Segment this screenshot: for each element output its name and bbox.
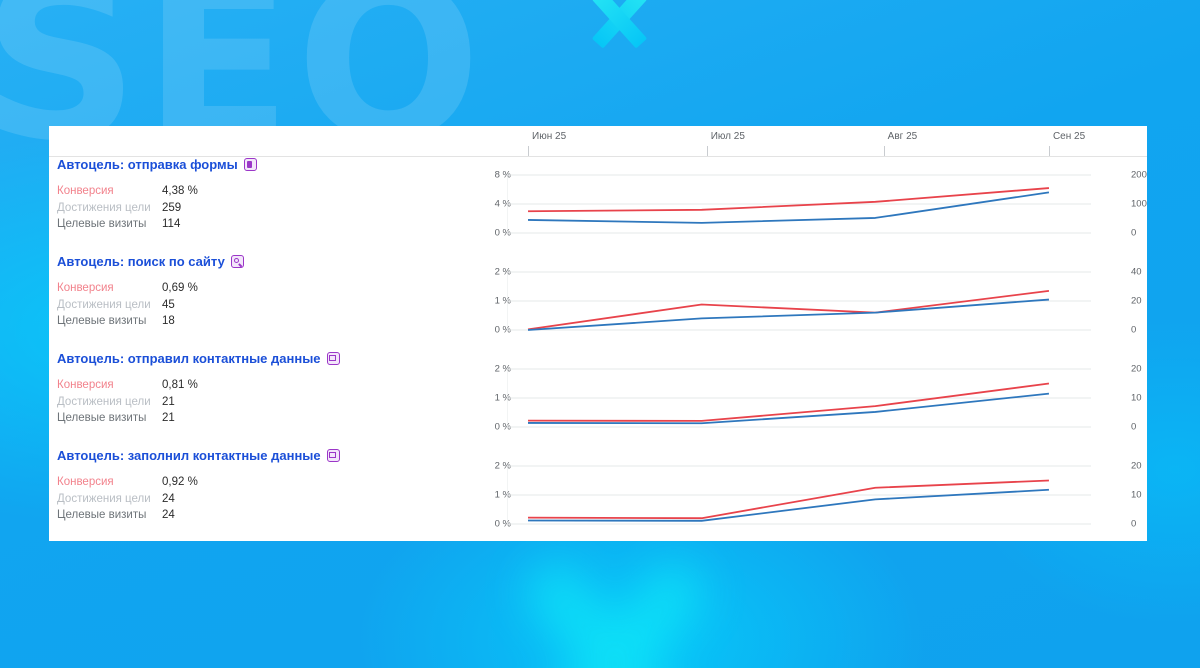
goal-chart: 0 % 1 % 2 % 0 10 20: [459, 359, 1142, 441]
right-axis-tick: 0: [1131, 518, 1137, 530]
metric-target-visits-value: 18: [162, 315, 175, 327]
goal-metrics: Конверсия 0,92 % Достижения цели 24 Целевые …: [54, 474, 454, 524]
right-axis-tick: 100: [1131, 198, 1147, 210]
metric-conversion-label: Конверсия: [57, 476, 114, 488]
metric-conversion-label: Конверсия: [57, 185, 114, 197]
goal-metrics: Конверсия 4,38 % Достижения цели 259 Целевые…: [54, 183, 454, 233]
metric-goal-reaches-label: Достижения цели: [57, 201, 151, 214]
goal-chart: 0 % 1 % 2 % 0 10 20: [459, 456, 1142, 538]
metric-goal-reaches-label: Достижения цели: [57, 492, 151, 505]
goal-title-label: Автоцель: отправил контактные данные: [57, 351, 321, 366]
metric-conversion-value: 0,69 %: [162, 282, 198, 294]
right-axis-tick: 200: [1131, 169, 1147, 181]
metric-goal-reaches-value: 45: [162, 298, 175, 311]
form-icon: [326, 449, 340, 462]
goal-summary: Автоцель: отправил контактные данные Конв…: [54, 351, 454, 427]
goal-metrics: Конверсия 0,69 % Достижения цели 45 Целевые …: [54, 280, 454, 330]
metric-conversion: Конверсия 4,38 %: [57, 183, 454, 200]
chart-plot-area: [507, 456, 1091, 538]
x-logo-blur-icon: [500, 548, 730, 668]
metric-goal-reaches: Достижения цели 259: [57, 200, 454, 217]
timeline-tick-mark: [1048, 146, 1050, 156]
timeline-tick-label: Июн 25: [532, 131, 567, 142]
metric-conversion-value: 0,81 %: [162, 379, 198, 391]
chart-plot-area: [507, 165, 1091, 247]
goal-row: Автоцель: отправка формы Конверсия 4,38 % Д…: [49, 157, 1147, 254]
right-axis-tick: 20: [1131, 363, 1142, 375]
goal-title[interactable]: Автоцель: заполнил контактные данные: [54, 448, 454, 463]
metric-goal-reaches-value: 259: [162, 201, 182, 214]
right-axis-tick: 0: [1131, 324, 1137, 336]
metric-conversion-label: Конверсия: [57, 379, 114, 391]
goal-title-label: Автоцель: заполнил контактные данные: [57, 448, 321, 463]
metric-target-visits-label: Целевые визиты: [57, 218, 147, 230]
metric-target-visits-value: 21: [162, 412, 175, 424]
chart-plot-area: [507, 262, 1091, 344]
document-icon: [243, 158, 257, 171]
metric-goal-reaches: Достижения цели 45: [57, 297, 454, 314]
timeline-tick-mark: [883, 146, 885, 156]
metric-target-visits: Целевые визиты 114: [57, 216, 454, 233]
metric-goal-reaches: Достижения цели 21: [57, 394, 454, 411]
goal-title-label: Автоцель: отправка формы: [57, 157, 238, 172]
search-icon: [230, 255, 244, 268]
metric-conversion: Конверсия 0,81 %: [57, 377, 454, 394]
metric-goal-reaches-value: 21: [162, 395, 175, 408]
right-axis-tick: 20: [1131, 460, 1142, 472]
metric-conversion-value: 4,38 %: [162, 185, 198, 197]
goal-title[interactable]: Автоцель: отправка формы: [54, 157, 454, 172]
metric-goal-reaches: Достижения цели 24: [57, 491, 454, 508]
metric-conversion: Конверсия 0,69 %: [57, 280, 454, 297]
right-axis-tick: 0: [1131, 421, 1137, 433]
timeline-tick-mark: [706, 146, 708, 156]
goal-metrics: Конверсия 0,81 % Достижения цели 21 Целевые …: [54, 377, 454, 427]
goal-summary: Автоцель: заполнил контактные данные Конв…: [54, 448, 454, 524]
goal-summary: Автоцель: отправка формы Конверсия 4,38 % Д…: [54, 157, 454, 233]
metric-target-visits: Целевые визиты 18: [57, 313, 454, 330]
timeline-tick-label: Июл 25: [710, 131, 745, 142]
goal-row: Автоцель: заполнил контактные данные Конв…: [49, 448, 1147, 545]
timeline-tick-label: Сен 25: [1052, 131, 1086, 142]
goal-row: Автоцель: поиск по сайту Конверсия 0,69 % Д…: [49, 254, 1147, 351]
metric-conversion-value: 0,92 %: [162, 476, 198, 488]
right-axis-tick: 40: [1131, 266, 1142, 278]
goal-title[interactable]: Автоцель: поиск по сайту: [54, 254, 454, 269]
timeline-tick-mark: [528, 146, 530, 156]
form-icon: [326, 352, 340, 365]
metric-target-visits-label: Целевые визиты: [57, 315, 147, 327]
chart-plot-area: [507, 359, 1091, 441]
metric-target-visits-label: Целевые визиты: [57, 412, 147, 424]
right-axis-tick: 20: [1131, 295, 1142, 307]
metric-target-visits-value: 114: [162, 218, 181, 230]
goal-chart: 0 % 1 % 2 % 0 20 40: [459, 262, 1142, 344]
goal-summary: Автоцель: поиск по сайту Конверсия 0,69 % Д…: [54, 254, 454, 330]
metric-goal-reaches-value: 24: [162, 492, 175, 505]
metric-conversion-label: Конверсия: [57, 282, 114, 294]
goal-title-label: Автоцель: поиск по сайту: [57, 254, 225, 269]
metric-target-visits: Целевые визиты 21: [57, 410, 454, 427]
x-logo-mark-icon: [586, 0, 652, 52]
right-axis-tick: 10: [1131, 392, 1142, 404]
metric-goal-reaches-label: Достижения цели: [57, 298, 151, 311]
right-axis-tick: 10: [1131, 489, 1142, 501]
goal-title[interactable]: Автоцель: отправил контактные данные: [54, 351, 454, 366]
metric-target-visits: Целевые визиты 24: [57, 507, 454, 524]
goals-list: Автоцель: отправка формы Конверсия 4,38 % Д…: [49, 157, 1147, 531]
right-axis-tick: 0: [1131, 227, 1137, 239]
metric-conversion: Конверсия 0,92 %: [57, 474, 454, 491]
goal-row: Автоцель: отправил контактные данные Конв…: [49, 351, 1147, 448]
metric-target-visits-value: 24: [162, 509, 175, 521]
metric-goal-reaches-label: Достижения цели: [57, 395, 151, 408]
goals-report-panel: Июн 25 Июл 25 Авг 25 Сен 25 Автоцель: отпра…: [49, 126, 1147, 541]
timeline-axis-header: Июн 25 Июл 25 Авг 25 Сен 25: [49, 126, 1147, 157]
metric-target-visits-label: Целевые визиты: [57, 509, 147, 521]
goal-chart: 0 % 4 % 8 % 0 100 200: [459, 165, 1147, 247]
timeline-tick-label: Авг 25: [887, 131, 918, 142]
